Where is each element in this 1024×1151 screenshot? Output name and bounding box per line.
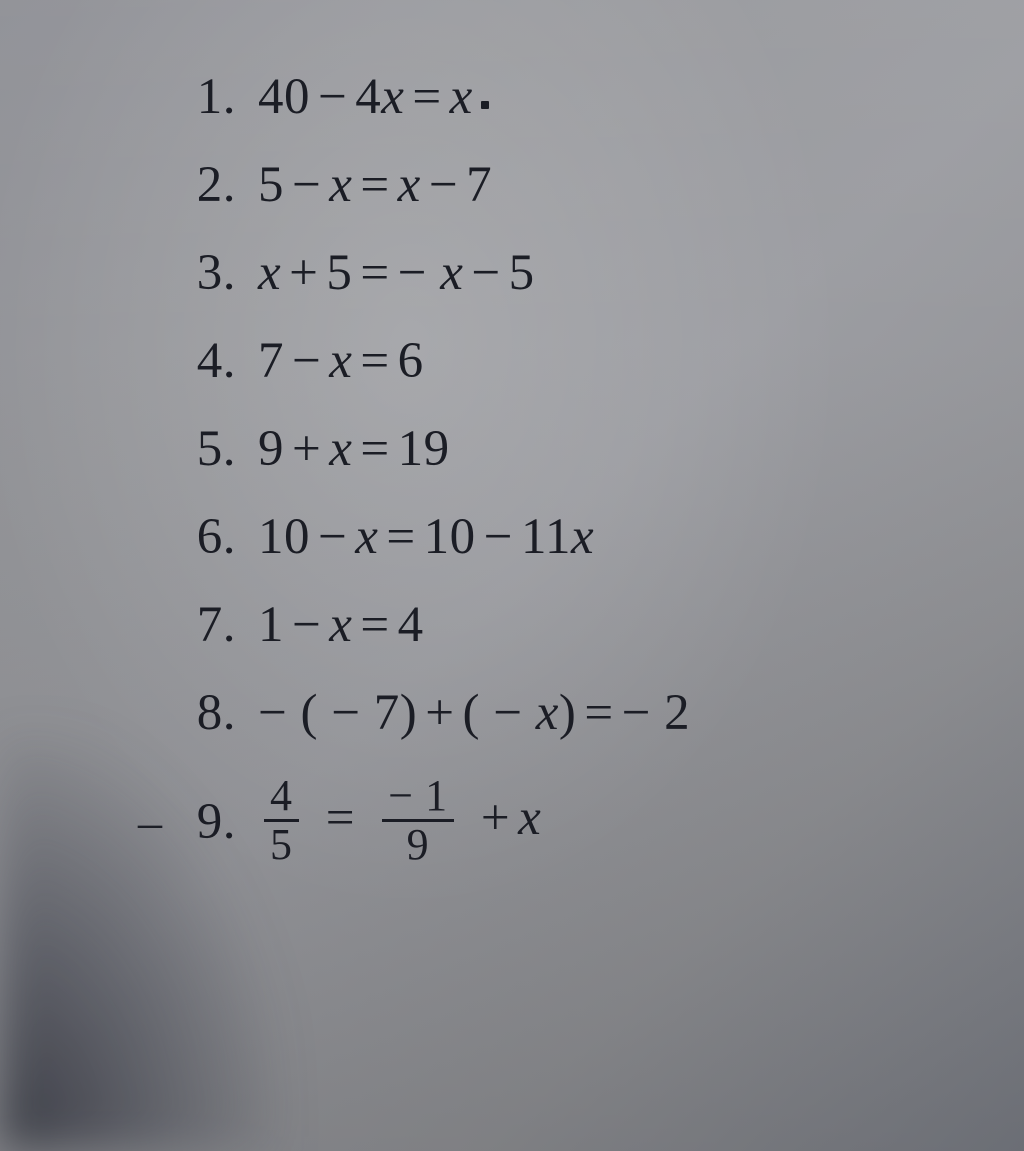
- term: 5: [326, 245, 352, 301]
- item-number: 7.: [170, 600, 236, 651]
- item-number: 1.: [170, 72, 236, 123]
- equals: =: [360, 245, 389, 301]
- variable: x: [450, 69, 473, 125]
- operator: −: [318, 69, 347, 125]
- term: − 7: [331, 685, 400, 741]
- term: 19: [398, 421, 450, 477]
- term: 7: [258, 333, 284, 389]
- equation-text: 40−4x=x: [258, 72, 489, 123]
- equation-item-8: 8. − ( − 7)+( − x)=− 2: [170, 688, 984, 739]
- equals: =: [360, 421, 389, 477]
- item-number: 2.: [170, 160, 236, 211]
- unary-minus: −: [398, 245, 427, 301]
- equals: =: [584, 685, 613, 741]
- equation-item-3: 3. x+5=− x−5: [170, 248, 984, 299]
- equation-text: 10−x=10−11x: [258, 512, 594, 563]
- variable: x: [329, 597, 352, 653]
- operator: −: [292, 157, 321, 213]
- operator: −: [292, 597, 321, 653]
- equation-text: 7−x=6: [258, 336, 424, 387]
- variable: x: [571, 509, 594, 565]
- operator: +: [425, 685, 454, 741]
- equals: =: [360, 597, 389, 653]
- item-number: 4.: [170, 336, 236, 387]
- operator: −: [429, 157, 458, 213]
- denominator: 9: [401, 823, 436, 867]
- equation-item-2: 2. 5−x=x−7: [170, 160, 984, 211]
- equals: =: [360, 333, 389, 389]
- term: 1: [258, 597, 284, 653]
- item-number: 3.: [170, 248, 236, 299]
- variable: x: [329, 421, 352, 477]
- variable: x: [329, 333, 352, 389]
- operator: +: [292, 421, 321, 477]
- term: 10: [258, 509, 310, 565]
- term: 6: [398, 333, 424, 389]
- equation-text: 5−x=x−7: [258, 160, 492, 211]
- variable: x: [329, 157, 352, 213]
- equals: =: [360, 157, 389, 213]
- equation-list: 1. 40−4x=x 2. 5−x=x−7 3. x+5=− x−5 4. 7−…: [170, 72, 984, 869]
- operator: −: [318, 509, 347, 565]
- equation-text: x+5=− x−5: [258, 248, 535, 299]
- equals: =: [412, 69, 441, 125]
- variable: x: [440, 245, 463, 301]
- numerator: − 1: [382, 774, 453, 818]
- variable: x: [536, 685, 559, 741]
- variable: x: [381, 69, 404, 125]
- equation-text: − ( − 7)+( − x)=− 2: [258, 688, 690, 739]
- term: 5: [258, 157, 284, 213]
- variable: x: [355, 509, 378, 565]
- item-number: 5.: [170, 424, 236, 475]
- trailing-dot: [481, 101, 489, 109]
- term: 10: [424, 509, 476, 565]
- equation-text: 4 5 = − 1 9 +x: [258, 776, 541, 869]
- equation-text: 1−x=4: [258, 600, 424, 651]
- term: 9: [258, 421, 284, 477]
- equation-item-6: 6. 10−x=10−11x: [170, 512, 984, 563]
- variable: x: [258, 245, 281, 301]
- operator: −: [292, 333, 321, 389]
- equals: =: [386, 509, 415, 565]
- finger-shadow: [0, 731, 280, 1151]
- term: 40: [258, 69, 310, 125]
- equation-item-4: 4. 7−x=6: [170, 336, 984, 387]
- coeff: 11: [521, 509, 571, 565]
- variable: x: [398, 157, 421, 213]
- term: 4: [398, 597, 424, 653]
- operator: −: [471, 245, 500, 301]
- operator: +: [481, 790, 510, 846]
- equation-item-7: 7. 1−x=4: [170, 600, 984, 651]
- variable: x: [518, 790, 541, 846]
- equals: =: [326, 790, 355, 846]
- equation-item-9: 9. 4 5 = − 1 9 +x: [170, 776, 984, 869]
- equations-container: 1. 40−4x=x 2. 5−x=x−7 3. x+5=− x−5 4. 7−…: [170, 72, 984, 869]
- term: 5: [509, 245, 535, 301]
- coeff: 4: [355, 69, 381, 125]
- equation-item-1: 1. 40−4x=x: [170, 72, 984, 123]
- operator: +: [289, 245, 318, 301]
- operator: −: [484, 509, 513, 565]
- equation-item-5: 5. 9+x=19: [170, 424, 984, 475]
- term: 7: [466, 157, 492, 213]
- equation-text: 9+x=19: [258, 424, 450, 475]
- unary-minus: −: [622, 685, 651, 741]
- item-number: 6.: [170, 512, 236, 563]
- term: 2: [664, 685, 690, 741]
- fraction-rhs: − 1 9: [382, 774, 453, 867]
